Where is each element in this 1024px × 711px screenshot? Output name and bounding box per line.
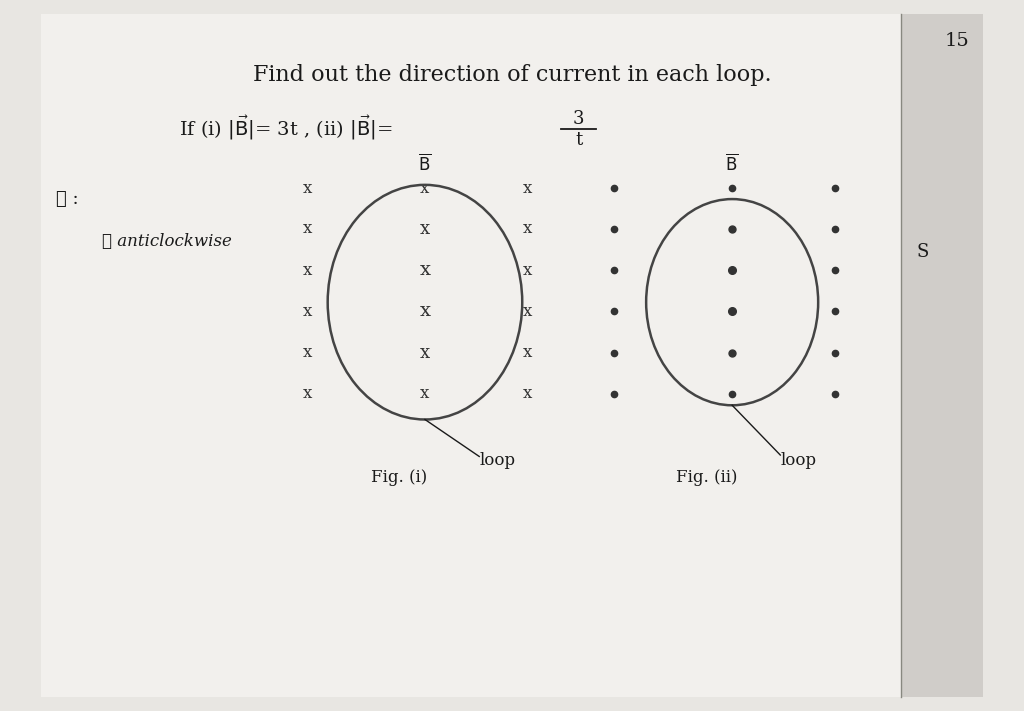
Text: x: x (522, 344, 532, 361)
Text: If (i) $|\vec{\mathrm{B}}|$= 3t , (ii) $|\vec{\mathrm{B}}|$=: If (i) $|\vec{\mathrm{B}}|$= 3t , (ii) $… (179, 114, 392, 142)
Text: S: S (916, 243, 929, 262)
Text: t: t (574, 131, 583, 149)
Text: x: x (420, 302, 430, 321)
Text: ∴ :: ∴ : (56, 190, 79, 208)
Text: x: x (522, 303, 532, 320)
Text: x: x (302, 385, 312, 402)
FancyBboxPatch shape (41, 14, 942, 697)
Text: Find out the direction of current in each loop.: Find out the direction of current in eac… (253, 64, 771, 85)
Text: ① anticlockwise: ① anticlockwise (102, 233, 232, 250)
Text: loop: loop (780, 452, 816, 469)
FancyBboxPatch shape (901, 14, 983, 697)
Text: x: x (420, 261, 430, 279)
Text: x: x (420, 385, 430, 402)
Text: x: x (420, 220, 430, 238)
Text: x: x (302, 344, 312, 361)
Text: Fig. (ii): Fig. (ii) (676, 469, 737, 486)
Text: x: x (420, 180, 430, 197)
Text: 15: 15 (945, 32, 970, 50)
Text: loop: loop (479, 452, 515, 469)
Text: x: x (302, 262, 312, 279)
Text: x: x (302, 220, 312, 237)
Text: x: x (420, 343, 430, 362)
Text: x: x (522, 385, 532, 402)
Text: x: x (522, 262, 532, 279)
Text: $\overline{\mathrm{B}}$: $\overline{\mathrm{B}}$ (725, 153, 739, 174)
Text: $\overline{\mathrm{B}}$: $\overline{\mathrm{B}}$ (418, 153, 432, 174)
Text: x: x (522, 220, 532, 237)
Text: 3: 3 (572, 109, 585, 128)
Text: x: x (302, 303, 312, 320)
Text: Fig. (i): Fig. (i) (372, 469, 427, 486)
Text: x: x (302, 180, 312, 197)
Text: x: x (522, 180, 532, 197)
